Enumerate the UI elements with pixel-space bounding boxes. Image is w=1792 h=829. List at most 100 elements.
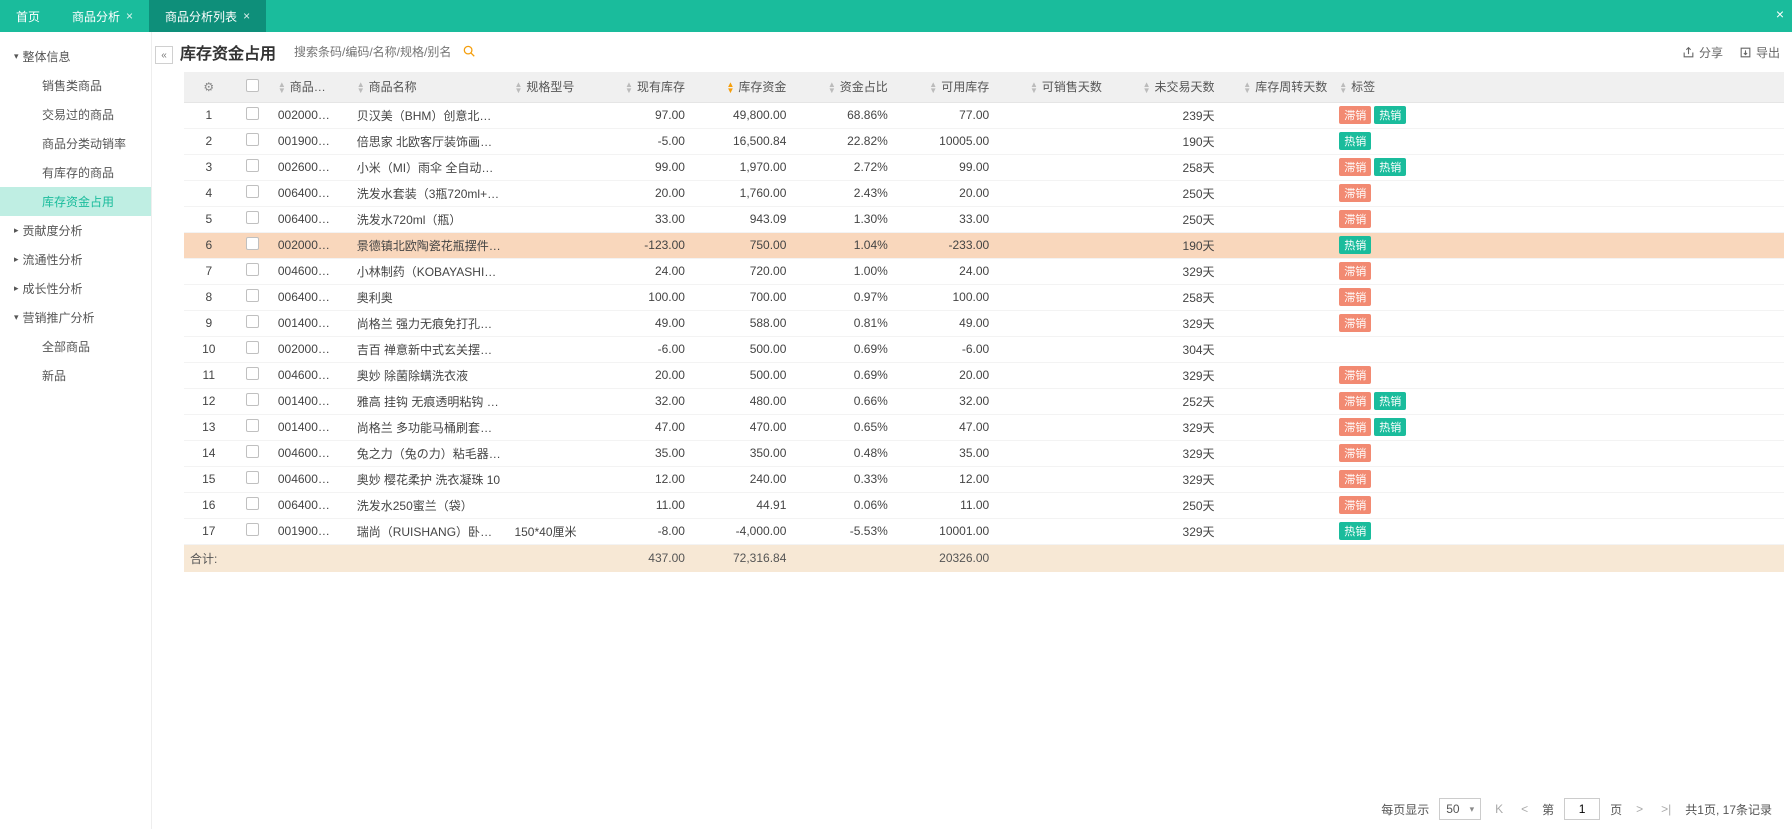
sidebar-item-4-0[interactable]: 全部商品 [0, 332, 151, 361]
row-checkbox[interactable] [246, 523, 259, 536]
cell-pct: 1.04% [792, 232, 893, 258]
share-button[interactable]: 分享 [1682, 44, 1723, 61]
col-notxdays[interactable]: ▲▼未交易天数 [1108, 72, 1221, 102]
cell-notxdays: 258天 [1108, 154, 1221, 180]
table-row[interactable]: 6002000…景德镇北欧陶瓷花瓶摆件 仿…-123.00750.001.04%… [184, 232, 1784, 258]
table-row[interactable]: 1002000…贝汉美（BHM）创意北欧…97.0049,800.0068.86… [184, 102, 1784, 128]
table-row[interactable]: 3002600…小米（MI）雨伞 全自动折…99.001,970.002.72%… [184, 154, 1784, 180]
close-all-tabs-button[interactable]: × [1776, 6, 1784, 22]
cell-turndays [1221, 180, 1334, 206]
table-row[interactable]: 12001400…雅高 挂钩 无痕透明粘钩 强…32.00480.000.66%… [184, 388, 1784, 414]
collapse-sidebar-button[interactable]: « [155, 46, 173, 64]
col-name[interactable]: ▲▼商品名称 [351, 72, 509, 102]
export-button[interactable]: 导出 [1739, 44, 1780, 61]
first-page-button[interactable]: K [1491, 802, 1507, 816]
row-checkbox[interactable] [246, 419, 259, 432]
cell-notxdays: 239天 [1108, 102, 1221, 128]
cell-spec [508, 154, 589, 180]
row-checkbox[interactable] [246, 289, 259, 302]
cell-saledays [995, 128, 1108, 154]
per-page-select[interactable]: 50▾ [1439, 798, 1481, 820]
cell-pct: 2.72% [792, 154, 893, 180]
row-index: 9 [184, 310, 234, 336]
row-checkbox[interactable] [246, 185, 259, 198]
table-row[interactable]: 16006400…洗发水250蜜兰（袋）11.0044.910.06%11.00… [184, 492, 1784, 518]
top-tab-1[interactable]: 商品分析× [56, 0, 149, 32]
cell-stock: -6.00 [590, 336, 691, 362]
col-tags[interactable]: ▲▼标签 [1333, 72, 1784, 102]
pagination-summary: 共1页, 17条记录 [1685, 801, 1772, 818]
table-row[interactable]: 17001900…瑞尚（RUISHANG）卧室…150*40厘米-8.00-4,… [184, 518, 1784, 544]
cell-name: 倍思家 北欧客厅装饰画卧室 [351, 128, 509, 154]
close-tab-icon[interactable]: × [243, 9, 250, 23]
tag-slow: 滞销 [1339, 470, 1371, 488]
top-tab-0[interactable]: 首页 [0, 0, 56, 32]
row-checkbox-cell [234, 206, 272, 232]
table-row[interactable]: 2001900…倍思家 北欧客厅装饰画卧室-5.0016,500.8422.82… [184, 128, 1784, 154]
col-saledays[interactable]: ▲▼可销售天数 [995, 72, 1108, 102]
table-row[interactable]: 15004600…奥妙 樱花柔护 洗衣凝珠 1012.00240.000.33%… [184, 466, 1784, 492]
sidebar-item-0-4[interactable]: 库存资金占用 [0, 187, 151, 216]
row-checkbox[interactable] [246, 315, 259, 328]
search-icon[interactable] [462, 44, 476, 61]
sidebar-item-0-1[interactable]: 交易过的商品 [0, 100, 151, 129]
table-row[interactable]: 13001400…尚格兰 多功能马桶刷套装 带47.00470.000.65%4… [184, 414, 1784, 440]
cell-turndays [1221, 492, 1334, 518]
next-page-button[interactable]: > [1632, 802, 1647, 816]
col-stock[interactable]: ▲▼现有库存 [590, 72, 691, 102]
row-checkbox[interactable] [246, 471, 259, 484]
sidebar-item-0-0[interactable]: 销售类商品 [0, 71, 151, 100]
sidebar-item-0-2[interactable]: 商品分类动销率 [0, 129, 151, 158]
prev-page-button[interactable]: < [1517, 802, 1532, 816]
cell-name: 洗发水250蜜兰（袋） [351, 492, 509, 518]
table-row[interactable]: 11004600…奥妙 除菌除螨洗衣液20.00500.000.69%20.00… [184, 362, 1784, 388]
table-row[interactable]: 8006400…奥利奥100.00700.000.97%100.00258天滞销 [184, 284, 1784, 310]
row-checkbox[interactable] [246, 445, 259, 458]
col-settings[interactable]: ⚙ [184, 72, 234, 102]
sidebar-group-1[interactable]: ▸贡献度分析 [0, 216, 151, 245]
row-checkbox[interactable] [246, 237, 259, 250]
sidebar-group-0[interactable]: ▾整体信息 [0, 42, 151, 71]
cell-stock: 20.00 [590, 362, 691, 388]
table-row[interactable]: 4006400…洗发水套装（3瓶720ml+1…20.001,760.002.4… [184, 180, 1784, 206]
col-turndays[interactable]: ▲▼库存周转天数 [1221, 72, 1334, 102]
row-checkbox[interactable] [246, 133, 259, 146]
search-input[interactable] [294, 45, 454, 59]
cell-fund: 470.00 [691, 414, 792, 440]
table-row[interactable]: 5006400…洗发水720ml（瓶）33.00943.091.30%33.00… [184, 206, 1784, 232]
col-select-all[interactable] [234, 72, 272, 102]
table-row[interactable]: 14004600…兔之力（兔の力）粘毛器粘…35.00350.000.48%35… [184, 440, 1784, 466]
row-checkbox[interactable] [246, 107, 259, 120]
close-tab-icon[interactable]: × [126, 9, 133, 23]
row-checkbox[interactable] [246, 159, 259, 172]
cell-avail: 47.00 [894, 414, 995, 440]
sidebar-group-3[interactable]: ▸成长性分析 [0, 274, 151, 303]
top-tab-2[interactable]: 商品分析列表× [149, 0, 266, 32]
cell-stock: -123.00 [590, 232, 691, 258]
col-spec[interactable]: ▲▼规格型号 [508, 72, 589, 102]
cell-turndays [1221, 362, 1334, 388]
cell-stock: 24.00 [590, 258, 691, 284]
table-row[interactable]: 9001400…尚格兰 强力无痕免打孔浴室49.00588.000.81%49.… [184, 310, 1784, 336]
row-checkbox[interactable] [246, 367, 259, 380]
cell-notxdays: 329天 [1108, 518, 1221, 544]
row-checkbox[interactable] [246, 263, 259, 276]
col-avail[interactable]: ▲▼可用库存 [894, 72, 995, 102]
row-checkbox[interactable] [246, 341, 259, 354]
row-checkbox[interactable] [246, 211, 259, 224]
table-row[interactable]: 7004600…小林制药（KOBAYASHI）日24.00720.001.00%… [184, 258, 1784, 284]
sidebar-group-4[interactable]: ▾营销推广分析 [0, 303, 151, 332]
col-fund[interactable]: ▲▼库存资金 [691, 72, 792, 102]
row-checkbox[interactable] [246, 497, 259, 510]
sidebar-item-0-3[interactable]: 有库存的商品 [0, 158, 151, 187]
col-pct[interactable]: ▲▼资金占比 [792, 72, 893, 102]
col-code[interactable]: ▲▼商品… [272, 72, 351, 102]
page-number-input[interactable] [1564, 798, 1600, 820]
table-row[interactable]: 10002000…吉百 禅意新中式玄关摆件客-6.00500.000.69%-6… [184, 336, 1784, 362]
sidebar-group-2[interactable]: ▸流通性分析 [0, 245, 151, 274]
cell-spec [508, 414, 589, 440]
sidebar-item-4-1[interactable]: 新品 [0, 361, 151, 390]
row-checkbox[interactable] [246, 393, 259, 406]
last-page-button[interactable]: >| [1657, 802, 1675, 816]
tag-slow: 滞销 [1339, 366, 1371, 384]
